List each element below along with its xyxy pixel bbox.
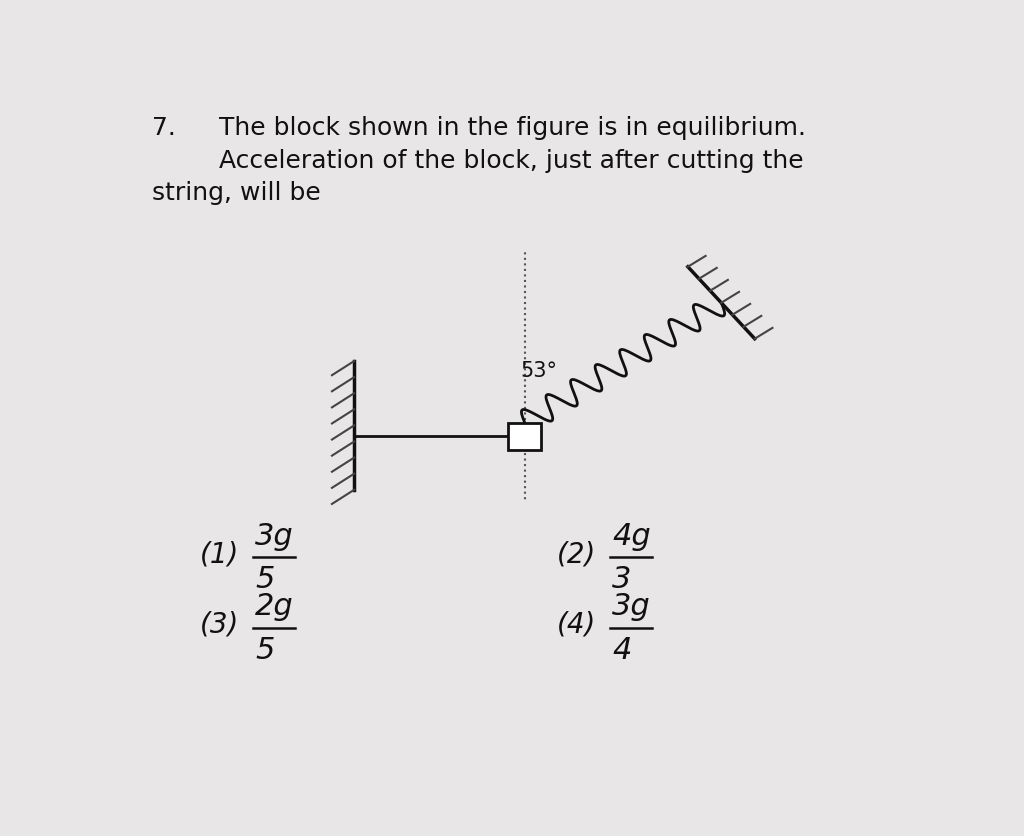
Text: (2): (2) (557, 540, 596, 568)
Text: 4: 4 (612, 636, 632, 665)
Text: string, will be: string, will be (152, 181, 321, 205)
Text: 3g: 3g (255, 522, 294, 551)
Text: 53°: 53° (521, 361, 558, 381)
Text: 3g: 3g (612, 593, 651, 621)
Text: 4g: 4g (612, 522, 651, 551)
Text: 5: 5 (255, 636, 274, 665)
Text: 5: 5 (255, 565, 274, 594)
Text: (3): (3) (200, 611, 239, 639)
Text: 7.: 7. (152, 116, 176, 140)
Text: (4): (4) (557, 611, 596, 639)
Text: 3: 3 (612, 565, 632, 594)
Text: The block shown in the figure is in equilibrium.: The block shown in the figure is in equi… (219, 116, 806, 140)
Text: (1): (1) (200, 540, 239, 568)
Text: 2g: 2g (255, 593, 294, 621)
Bar (508, 423, 542, 450)
Text: Acceleration of the block, just after cutting the: Acceleration of the block, just after cu… (219, 149, 804, 172)
